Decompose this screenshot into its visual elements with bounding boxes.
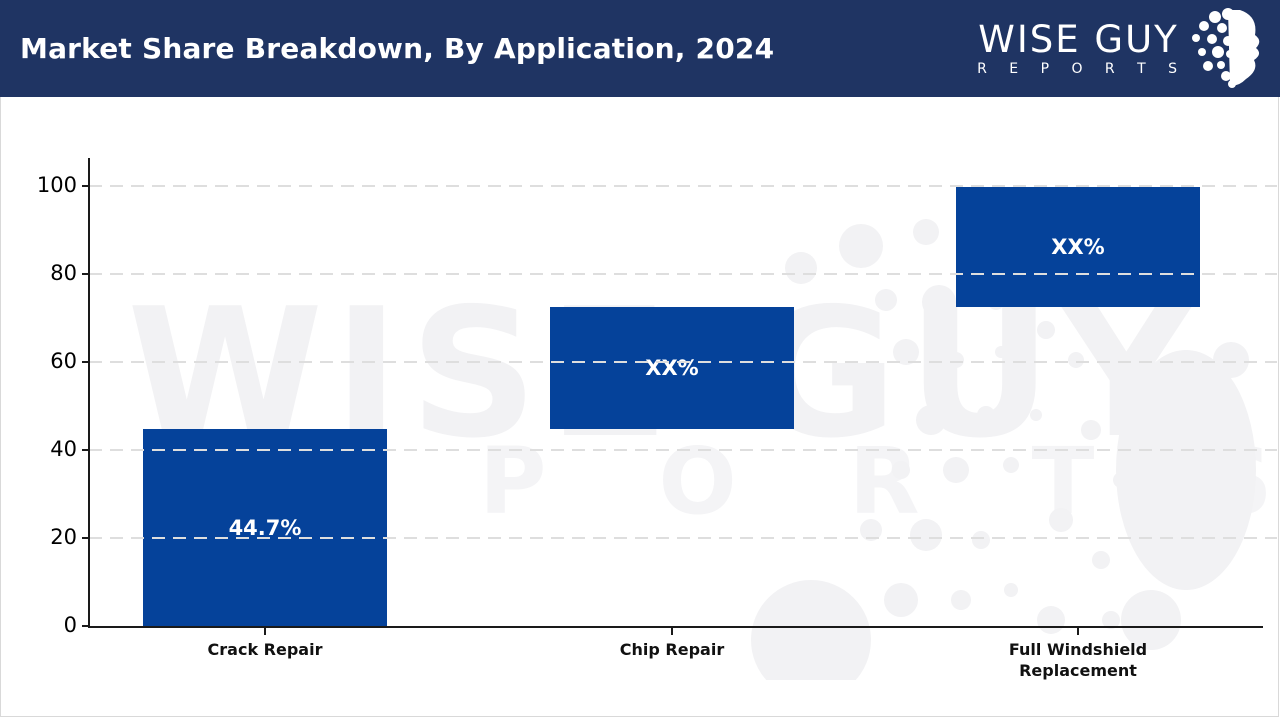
gridline-40 (89, 449, 1277, 451)
x-category-label: Chip Repair (619, 640, 725, 659)
logo-subtitle: R E P O R T S (977, 61, 1186, 77)
gridline-100 (89, 185, 1277, 187)
x-category-label: Full Windshield Replacement (1008, 640, 1148, 681)
gridline-60 (89, 361, 1277, 363)
chart-area: WISE GUY P O R T S (0, 97, 1279, 717)
x-tick-mark (1077, 628, 1079, 635)
bar-value-label: XX% (1051, 234, 1105, 259)
y-tick-mark (82, 185, 89, 187)
logo-text: WISE GUY R E P O R T S (971, 21, 1186, 76)
plot-area: WISE GUY P O R T S (1, 97, 1278, 716)
y-tick-label: 40 (50, 437, 77, 461)
y-axis-spine (88, 158, 90, 628)
bar-value-label: 44.7% (228, 515, 302, 540)
y-tick-label: 80 (50, 261, 77, 285)
y-tick-label: 100 (36, 173, 77, 197)
bar-1: 44.7% (143, 429, 387, 626)
y-tick-label: 0 (63, 613, 77, 637)
y-tick-label: 20 (50, 525, 77, 549)
y-tick-mark (82, 625, 89, 627)
y-tick-mark (82, 273, 89, 275)
gridline-20 (89, 537, 1277, 539)
chart-title: Market Share Breakdown, By Application, … (20, 32, 775, 65)
bar-value-label: XX% (645, 355, 699, 380)
gridline-80 (89, 273, 1277, 275)
y-tick-mark (82, 449, 89, 451)
y-tick-mark (82, 361, 89, 363)
x-tick-mark (671, 628, 673, 635)
x-axis-spine (88, 626, 1263, 628)
bar-3: XX% (956, 186, 1200, 307)
bar-2: XX% (550, 306, 794, 430)
x-tick-mark (264, 628, 266, 635)
wise-guy-reports-logo: WISE GUY R E P O R T S (971, 7, 1262, 90)
x-category-label: Crack Repair (207, 640, 323, 659)
logo-wordmark: WISE GUY (978, 18, 1179, 61)
logo-head-icon (1192, 7, 1260, 88)
header: Market Share Breakdown, By Application, … (0, 0, 1280, 97)
y-tick-label: 60 (50, 349, 77, 373)
y-tick-mark (82, 537, 89, 539)
